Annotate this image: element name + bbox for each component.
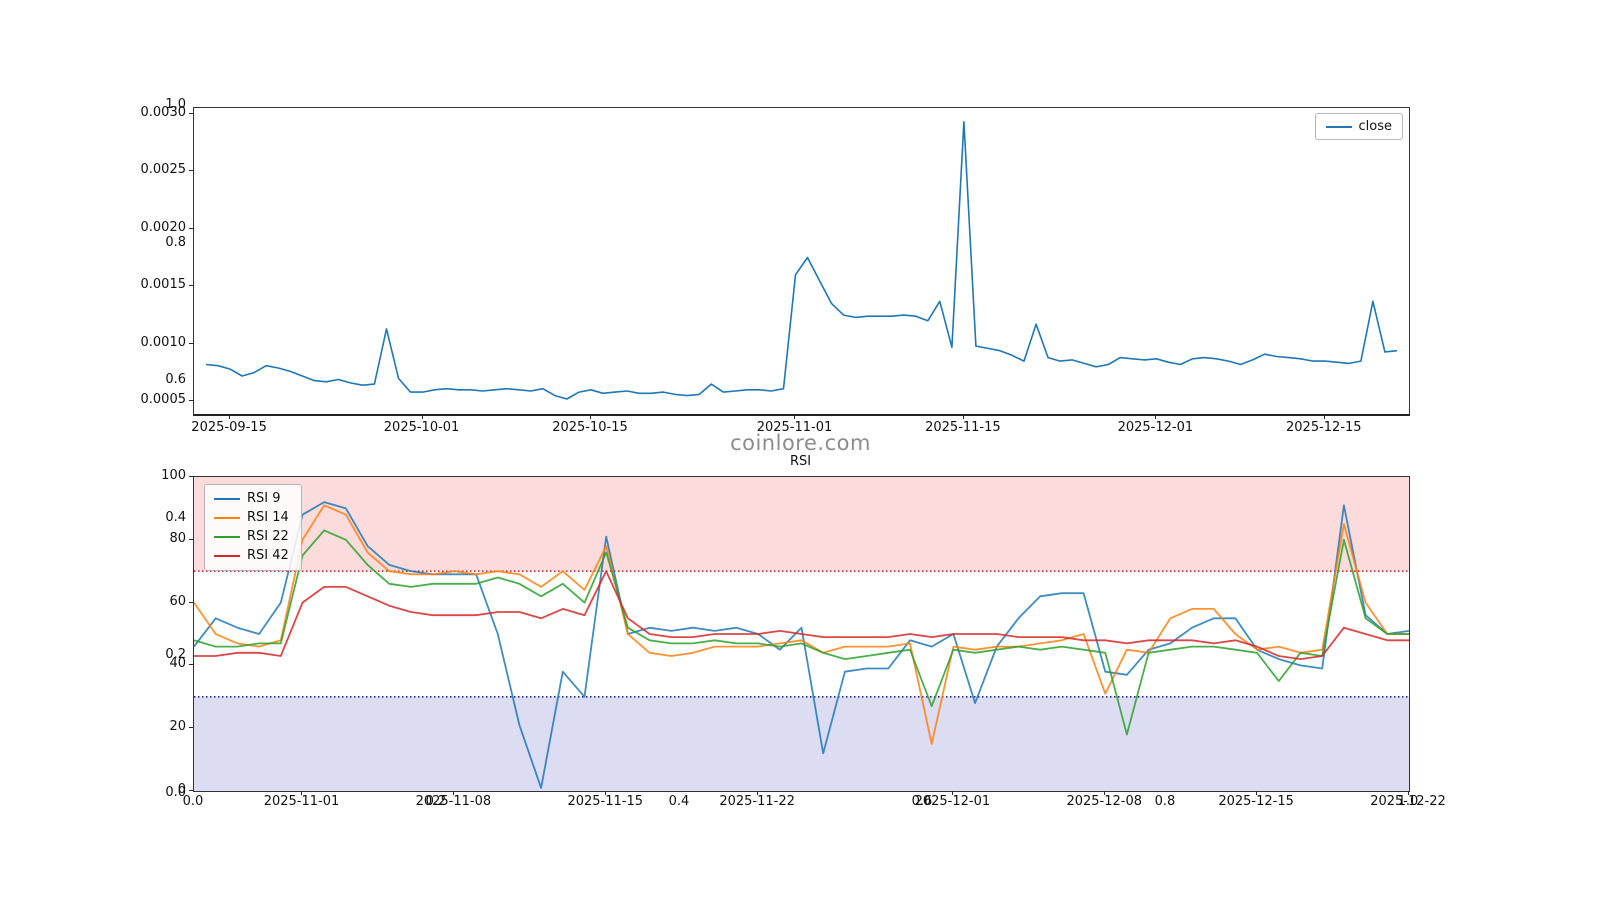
- axis-tick-mark: [605, 791, 607, 795]
- axis-tick-mark: [1323, 415, 1325, 419]
- rsi9-legend-label: RSI 9: [247, 491, 281, 506]
- ghost-y-tick-label: 0.6: [165, 372, 186, 388]
- axis-tick-mark: [189, 601, 193, 603]
- axis-tick-mark: [189, 538, 193, 540]
- axis-tick-mark: [189, 342, 193, 344]
- price-y-tick-label: 0.0005: [140, 392, 187, 408]
- rsi42-legend-label: RSI 42: [247, 548, 289, 563]
- axis-tick-mark: [1155, 415, 1157, 419]
- price-x-tick-label: 2025-12-01: [1117, 420, 1194, 435]
- oversold-band: [194, 696, 1409, 791]
- rsi-x-tick-label: 2025-11-22: [719, 794, 795, 809]
- rsi-legend-entry-9: RSI 9: [214, 491, 289, 506]
- ghost-y-tick-label: 0.8: [165, 234, 186, 250]
- axis-tick-mark: [189, 285, 193, 287]
- axis-tick-mark: [189, 476, 193, 477]
- axis-tick-mark: [301, 791, 303, 795]
- axis-tick-mark: [189, 112, 193, 114]
- axis-tick-mark: [189, 400, 193, 402]
- axis-tick-mark: [189, 664, 193, 666]
- close-series-line: [205, 121, 1398, 400]
- price-x-tick-label: 2025-10-01: [383, 420, 460, 435]
- rsi-y-tick-label: 80: [169, 530, 186, 546]
- rsi14-line-sample: [214, 516, 240, 519]
- rsi-legend: RSI 9 RSI 14 RSI 22 RSI 42: [204, 484, 302, 571]
- axis-tick-mark: [962, 415, 964, 419]
- axis-tick-mark: [1256, 791, 1258, 795]
- price-y-tick-label: 0.0025: [140, 162, 187, 178]
- ghost-x-tick-label: 1.0: [1397, 794, 1419, 809]
- rsi-chart-title: RSI: [789, 454, 812, 469]
- ghost-x-tick-label: 0.6: [911, 794, 933, 809]
- rsi22-legend-label: RSI 22: [247, 529, 289, 544]
- price-chart-canvas: [205, 121, 1398, 400]
- rsi9-line-sample: [214, 497, 240, 500]
- axis-tick-mark: [229, 415, 231, 419]
- price-y-tick-label: 0.0020: [140, 219, 187, 235]
- price-x-tick-label: 2025-12-15: [1286, 420, 1362, 435]
- axis-tick-mark: [1408, 791, 1409, 795]
- price-y-tick-label: 0.0010: [140, 334, 187, 350]
- rsi-x-tick-label: 2025-11-08: [415, 794, 492, 809]
- watermark: coinlore.com: [730, 431, 871, 455]
- rsi-y-tick-label: 0: [177, 782, 186, 797]
- ghost-y-tick-label: 0.2: [165, 647, 186, 663]
- ghost-y-tick-label: 0.0: [165, 785, 186, 800]
- ghost-y-tick-label: 0.4: [165, 509, 186, 525]
- ghost-x-tick-label: 0.8: [1154, 794, 1176, 809]
- price-y-tick-label: 0.0015: [140, 277, 187, 293]
- series-line-rsi22: [194, 529, 1409, 736]
- price-x-tick-label: 2025-10-15: [552, 420, 628, 435]
- series-line-rsi9: [194, 501, 1409, 789]
- price-legend: close: [1314, 113, 1403, 140]
- axis-tick-mark: [189, 727, 193, 729]
- series-line-rsi14: [194, 504, 1409, 745]
- rsi-legend-entry-14: RSI 14: [214, 510, 289, 525]
- axis-tick-mark: [794, 415, 796, 419]
- ghost-x-tick-label: 0.2: [425, 794, 447, 809]
- rsi-x-tick-label: 2025-11-01: [263, 794, 340, 809]
- ghost-y-tick-label: 1.0: [165, 97, 186, 112]
- axis-tick-mark: [189, 790, 193, 791]
- rsi42-line-sample: [214, 554, 240, 557]
- close-line-sample: [1325, 125, 1352, 128]
- axis-tick-mark: [757, 791, 759, 795]
- overbought-band: [194, 477, 1409, 572]
- price-chart-area: close: [193, 107, 1410, 416]
- price-y-tick-label: 0.0030: [140, 104, 187, 120]
- ghost-x-tick-label: 0.4: [668, 794, 690, 809]
- rsi14-legend-label: RSI 14: [247, 510, 289, 525]
- rsi-chart-area: RSI 9 RSI 14 RSI 22 RSI 42: [193, 476, 1410, 792]
- axis-tick-mark: [189, 170, 193, 172]
- axis-tick-mark: [952, 791, 954, 795]
- axis-tick-mark: [421, 415, 423, 419]
- series-line-rsi42: [194, 570, 1409, 661]
- rsi-x-tick-label: 2025-11-15: [567, 794, 643, 809]
- price-legend-label: close: [1358, 119, 1392, 134]
- price-x-tick-label: 2025-11-01: [756, 420, 833, 435]
- rsi22-line-sample: [214, 535, 240, 538]
- price-x-tick-label: 2025-11-15: [925, 420, 1001, 435]
- rsi-legend-entry-22: RSI 22: [214, 529, 289, 544]
- price-x-tick-label: 2025-09-15: [191, 420, 267, 435]
- rsi-x-tick-label: 2025-12-22: [1370, 794, 1446, 809]
- rsi-y-tick-label: 20: [169, 719, 186, 735]
- axis-tick-mark: [189, 227, 193, 229]
- rsi-legend-entry-42: RSI 42: [214, 548, 289, 563]
- rsi-y-tick-label: 60: [169, 593, 186, 609]
- rsi-y-tick-label: 40: [169, 656, 186, 672]
- rsi-x-tick-label: 2025-12-01: [914, 794, 991, 809]
- axis-tick-mark: [1104, 791, 1106, 795]
- rsi-x-tick-label: 2025-12-15: [1218, 794, 1294, 809]
- axis-tick-mark: [589, 415, 591, 419]
- axis-tick-mark: [453, 791, 455, 795]
- ghost-x-tick-label: 0.0: [182, 794, 204, 809]
- rsi-y-tick-label: 100: [161, 468, 186, 483]
- rsi-x-tick-label: 2025-12-08: [1066, 794, 1143, 809]
- rsi-chart-canvas: [194, 477, 1409, 791]
